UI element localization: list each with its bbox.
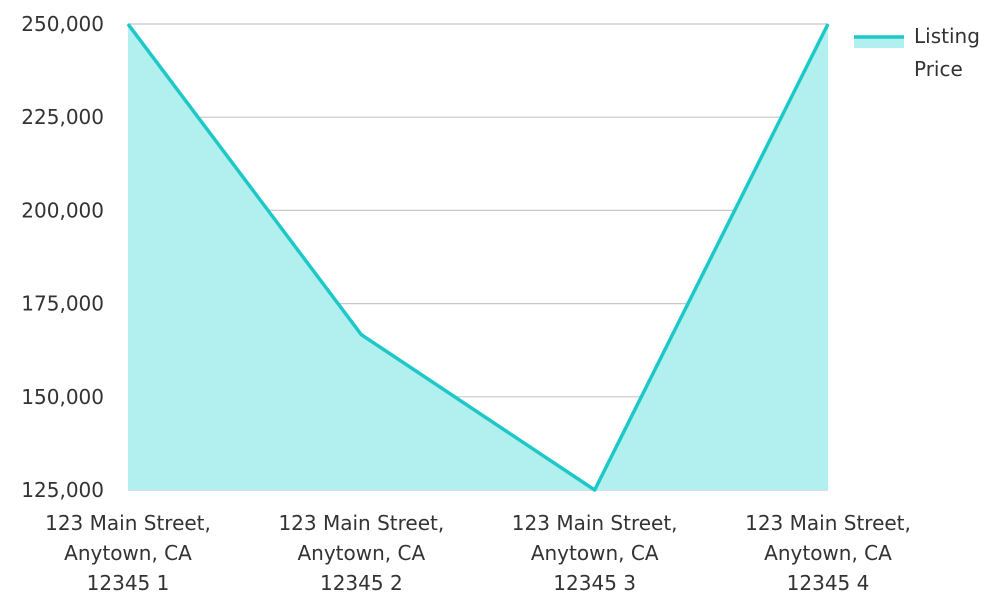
series-area-fill (128, 24, 828, 490)
x-tick-label-line: 123 Main Street, (512, 511, 678, 535)
x-tick-label-line: 123 Main Street, (278, 511, 444, 535)
x-tick-label: 123 Main Street, Anytown, CA 12345 3 (512, 511, 678, 594)
y-tick-label: 125,000 (21, 478, 104, 502)
x-tick-label-line: 12345 4 (787, 571, 870, 594)
y-tick-label: 200,000 (21, 198, 104, 222)
x-tick-label-line: Anytown, CA (297, 541, 425, 565)
x-tick-label-line: 123 Main Street, (745, 511, 911, 535)
x-tick-label-line: Anytown, CA (764, 541, 892, 565)
legend-label-listing-price: Listing Price (914, 24, 986, 81)
x-tick-label-line: Anytown, CA (531, 541, 659, 565)
y-tick-label: 225,000 (21, 105, 104, 129)
series-line-listing-price (126, 22, 830, 492)
legend-swatch (854, 36, 904, 48)
y-tick-label: 250,000 (21, 12, 104, 36)
y-axis: 125,000 150,000 175,000 200,000 225,000 250,0… (21, 12, 104, 502)
legend-label-line-1: Listing (914, 24, 980, 48)
x-tick-label: 123 Main Street, Anytown, CA 12345 4 (745, 511, 911, 594)
x-tick-label: 123 Main Street, Anytown, CA 12345 1 (45, 511, 211, 594)
x-tick-label-line: 123 Main Street, (45, 511, 211, 535)
x-tick-label-line: 12345 2 (320, 571, 403, 594)
y-tick-label: 150,000 (21, 385, 104, 409)
x-tick-label: 123 Main Street, Anytown, CA 12345 2 (278, 511, 444, 594)
legend-label-line-2: Price (914, 57, 963, 81)
legend: Listing Price (854, 24, 986, 81)
x-tick-label-line: Anytown, CA (64, 541, 192, 565)
x-tick-label-line: 12345 3 (553, 571, 636, 594)
x-tick-label-line: 12345 1 (87, 571, 170, 594)
series-area (126, 22, 830, 492)
y-tick-label: 175,000 (21, 292, 104, 316)
